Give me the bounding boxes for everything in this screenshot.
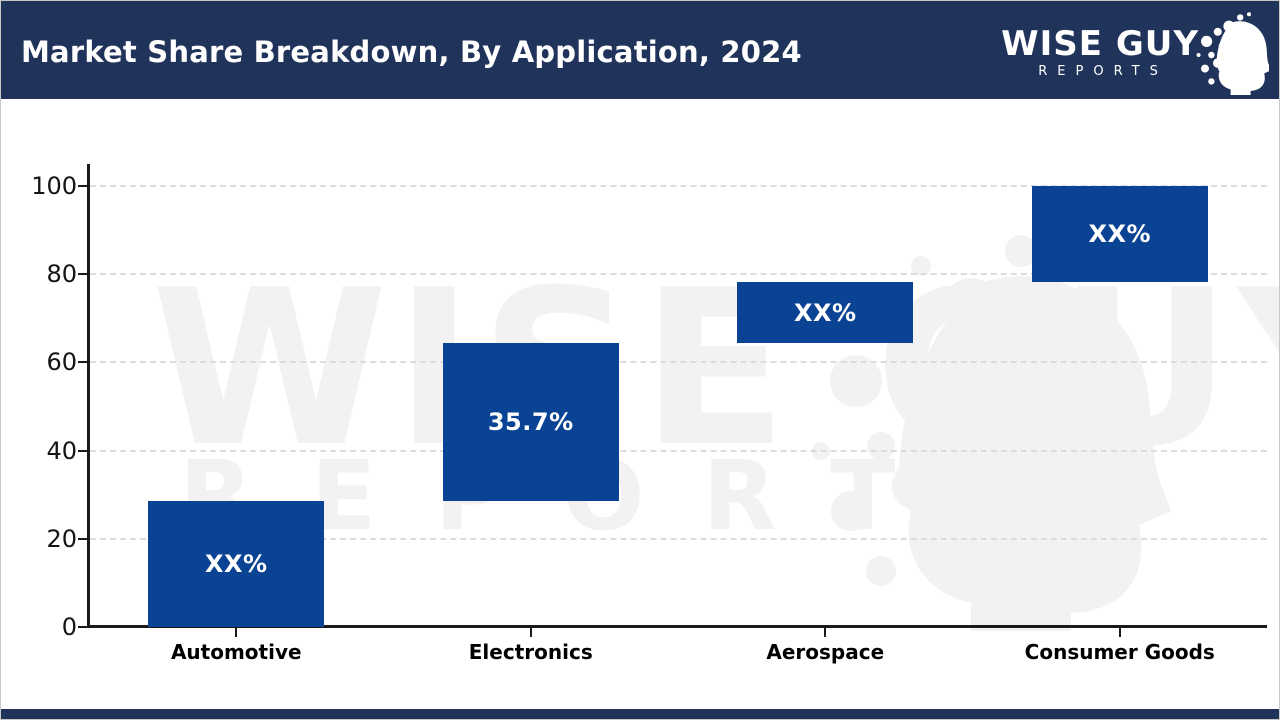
y-axis-tick-label: 80 xyxy=(46,260,77,289)
x-axis-tick-3 xyxy=(1118,628,1121,637)
y-axis-tick-label: 0 xyxy=(61,613,77,641)
x-axis-tick-0 xyxy=(235,628,238,637)
header-bar: Market Share Breakdown, By Application, … xyxy=(1,1,1279,99)
brand-logo: WISE GUY REPORTS xyxy=(1001,7,1271,95)
y-axis-tick-20 xyxy=(78,537,88,540)
x-axis-category-label: Electronics xyxy=(468,640,593,664)
y-axis-tick-0 xyxy=(78,626,88,628)
y-axis-tick-label: 40 xyxy=(46,436,77,465)
footer-bar xyxy=(1,709,1279,719)
y-axis-tick-label: 60 xyxy=(46,348,77,377)
y-axis-tick-80 xyxy=(78,273,88,276)
bar-consumer-goods: XX% xyxy=(1031,186,1208,283)
bar-value-label: XX% xyxy=(793,298,857,327)
x-axis-tick-2 xyxy=(824,628,827,637)
x-axis-category-label: Automotive xyxy=(170,640,302,664)
gridline-80 xyxy=(90,273,1267,276)
x-axis-category-label: Consumer Goods xyxy=(1024,640,1215,664)
x-axis-tick-1 xyxy=(529,628,532,637)
y-axis-tick-label: 20 xyxy=(46,524,77,553)
gridline-60 xyxy=(90,361,1267,364)
gridline-100 xyxy=(90,185,1267,187)
gridline-40 xyxy=(90,449,1267,452)
y-axis-tick-100 xyxy=(78,185,88,187)
bar-value-label: XX% xyxy=(204,549,268,578)
y-axis-tick-60 xyxy=(78,361,88,364)
bar-value-label: XX% xyxy=(1088,220,1152,249)
bar-value-label: 35.7% xyxy=(487,408,574,437)
y-axis-tick-label: 100 xyxy=(31,172,77,200)
y-axis-line xyxy=(87,164,90,627)
y-axis-tick-40 xyxy=(78,449,88,452)
brand-head-icon xyxy=(1196,12,1269,95)
brand-logo-subtitle: REPORTS xyxy=(1038,64,1168,79)
bar-automotive: XX% xyxy=(148,500,325,627)
page-title: Market Share Breakdown, By Application, … xyxy=(21,35,802,69)
bar-aerospace: XX% xyxy=(737,282,914,344)
x-axis-line xyxy=(87,625,1267,628)
brand-logo-name: WISE GUY xyxy=(1001,24,1199,64)
bar-electronics: 35.7% xyxy=(442,343,619,501)
x-axis-category-label: Aerospace xyxy=(766,640,885,664)
watermark-text: WISE GUY xyxy=(151,243,1280,494)
gridline-20 xyxy=(90,537,1267,540)
